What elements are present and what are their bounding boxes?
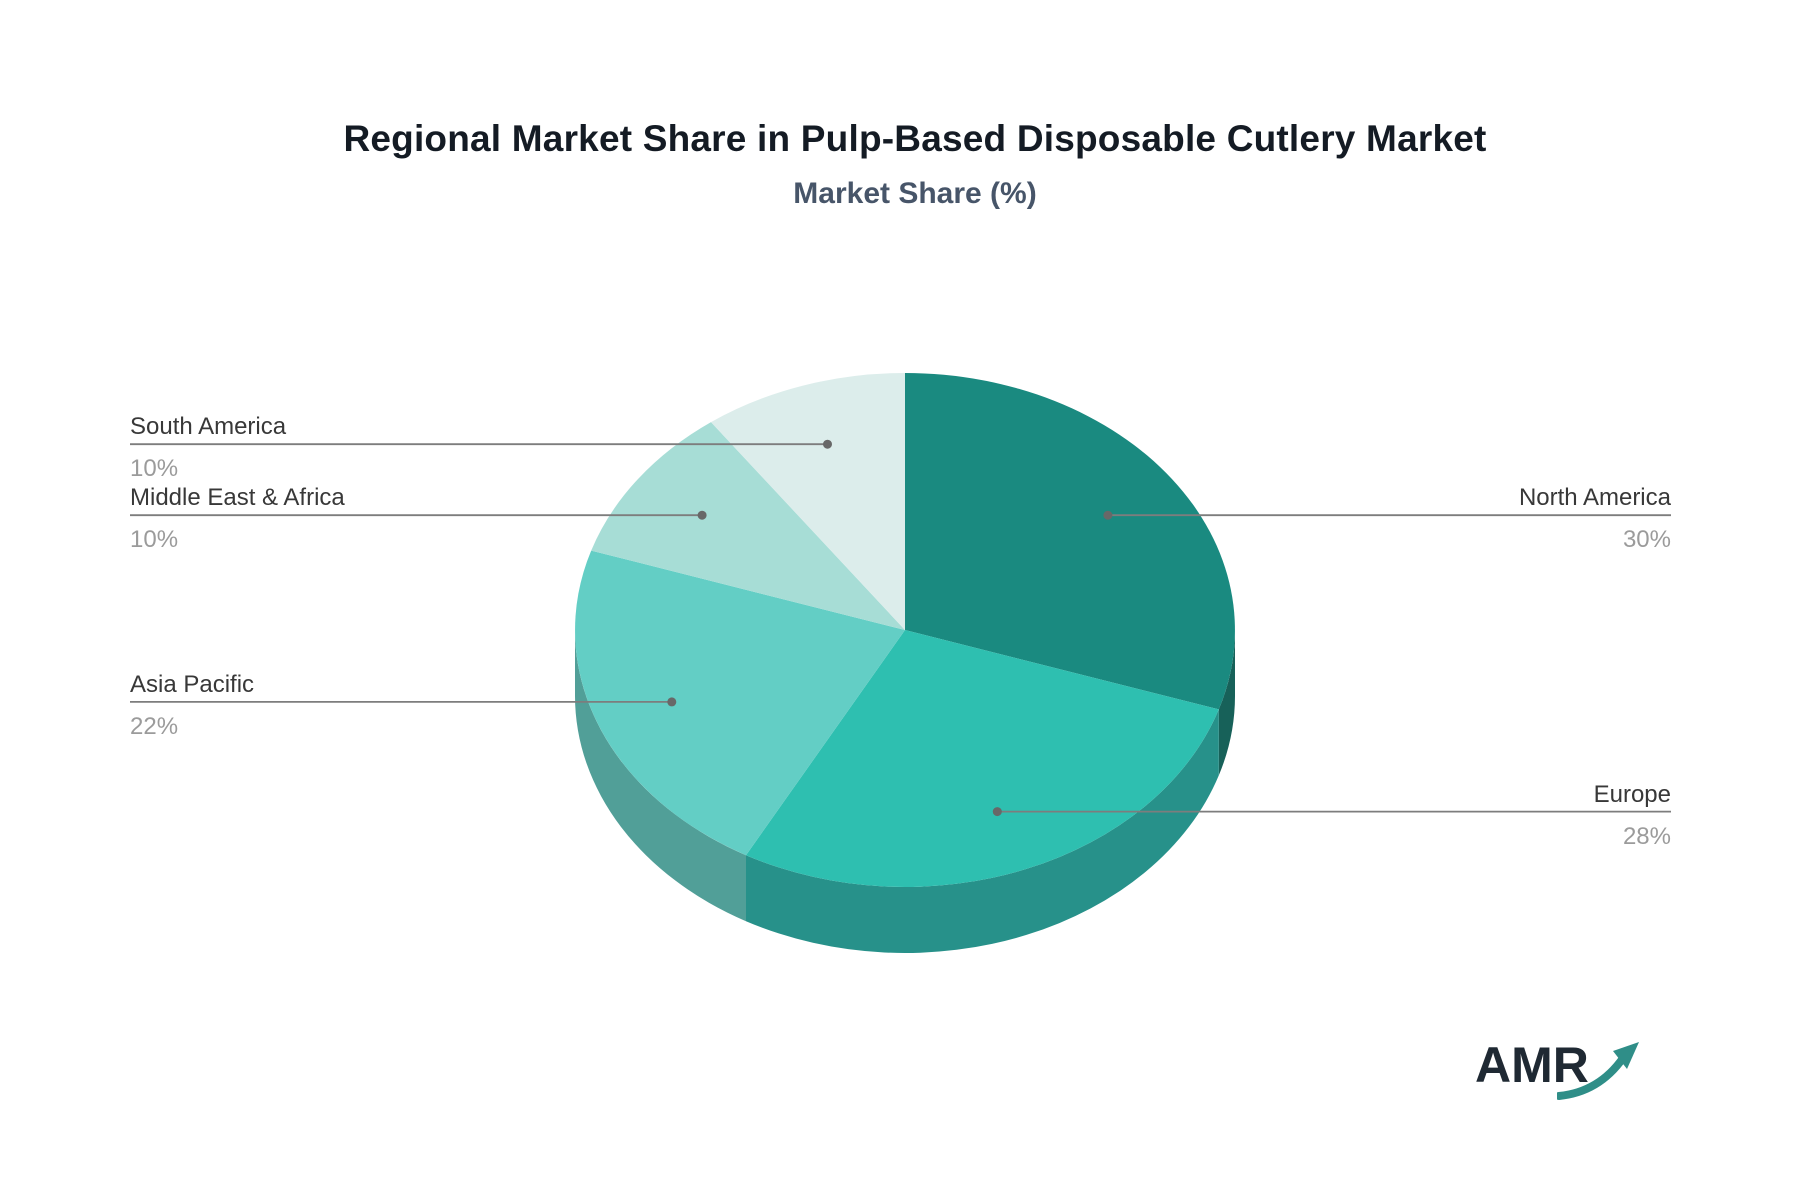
segment-label-middle-east-africa: Middle East & Africa 10%: [130, 483, 690, 554]
segment-label-asia-pacific: Asia Pacific 22%: [130, 670, 690, 741]
segment-name: Middle East & Africa: [130, 484, 345, 512]
chart-header: Regional Market Share in Pulp-Based Disp…: [45, 118, 1785, 211]
segment-percent: 28%: [1622, 822, 1671, 850]
segment-percent: 30%: [1622, 526, 1671, 554]
chart-subtitle: Market Share (%): [793, 177, 1037, 210]
segment-name: North America: [1518, 484, 1671, 512]
leader-dot-north-america: [1103, 510, 1113, 520]
segment-percent: 22%: [130, 712, 179, 740]
segment-name: South America: [130, 413, 287, 441]
pie-slice-asia-pacific: [575, 550, 905, 856]
segment-percent: 10%: [130, 455, 179, 483]
leader-dot-south-america: [823, 439, 832, 449]
segment-name: Europe: [1593, 780, 1671, 808]
pie-rim-north-america: [1218, 630, 1235, 776]
leader-dot-asia-pacific: [667, 697, 677, 707]
segment-label-europe: Europe 28%: [1111, 780, 1671, 851]
pie-rim-europe: [746, 709, 1219, 953]
segment-name: Asia Pacific: [130, 670, 255, 698]
amr-logo: AMR: [1475, 1036, 1655, 1106]
amr-logo-text: AMR: [1475, 1037, 1589, 1093]
segment-percent: 10%: [130, 526, 179, 554]
pie-slice-south-america: [711, 373, 905, 630]
pie-slice-north-america: [905, 373, 1235, 710]
leader-dot-europe: [992, 807, 1002, 817]
amr-logo-arrow-icon: [1557, 1042, 1639, 1100]
segment-label-north-america: North America 30%: [1111, 483, 1671, 554]
pie-slice-europe: [746, 630, 1219, 887]
chart-title: Regional Market Share in Pulp-Based Disp…: [343, 118, 1487, 159]
pie-rim-asia-pacific: [575, 630, 746, 922]
segment-label-south-america: South America 10%: [130, 412, 690, 483]
pie-slice-middle-east-africa: [591, 422, 905, 630]
leader-dot-middle-east-africa: [697, 510, 707, 520]
